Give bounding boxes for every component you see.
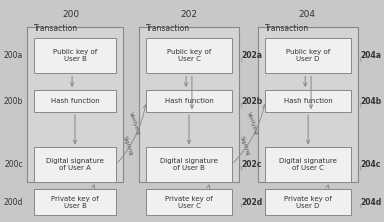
Text: Public key of
User C: Public key of User C (167, 49, 211, 62)
Text: Signing: Signing (122, 136, 133, 157)
Bar (265, 147, 351, 182)
Text: 200: 200 (62, 10, 79, 18)
Text: 204: 204 (299, 10, 316, 18)
Bar (34, 147, 116, 182)
Text: Transaction: Transaction (146, 24, 190, 33)
Bar (34, 189, 116, 215)
Text: 202: 202 (180, 10, 197, 18)
Text: Transaction: Transaction (265, 24, 310, 33)
Text: Public key of
User D: Public key of User D (286, 49, 330, 62)
Text: 202d: 202d (241, 198, 262, 206)
Text: Digital signature
of User C: Digital signature of User C (279, 158, 337, 171)
Text: Verifying: Verifying (128, 112, 141, 136)
Text: Hash function: Hash function (51, 98, 99, 104)
Text: 200c: 200c (5, 160, 23, 169)
Text: Signing: Signing (239, 136, 251, 157)
Text: Hash function: Hash function (284, 98, 333, 104)
Text: 200d: 200d (4, 198, 23, 206)
Text: Digital signature
of User A: Digital signature of User A (46, 158, 104, 171)
Text: Digital signature
of User B: Digital signature of User B (160, 158, 218, 171)
Bar (146, 90, 232, 112)
Bar (34, 90, 116, 112)
Text: 200b: 200b (4, 97, 23, 106)
Text: 200a: 200a (4, 51, 23, 60)
Bar (146, 189, 232, 215)
Text: Hash function: Hash function (165, 98, 214, 104)
Bar (258, 27, 358, 182)
Bar (146, 38, 232, 73)
Bar (27, 27, 123, 182)
Text: 202b: 202b (241, 97, 262, 106)
Text: Private key of
User B: Private key of User B (51, 196, 99, 208)
Text: Public key of
User B: Public key of User B (53, 49, 97, 62)
Text: Verifying: Verifying (246, 112, 259, 136)
Text: 202c: 202c (241, 160, 261, 169)
Text: 204d: 204d (360, 198, 381, 206)
Text: 204b: 204b (360, 97, 381, 106)
Text: Private key of
User D: Private key of User D (284, 196, 332, 208)
Text: 202a: 202a (241, 51, 262, 60)
Text: 204a: 204a (360, 51, 381, 60)
Bar (265, 189, 351, 215)
Bar (265, 38, 351, 73)
Bar (146, 147, 232, 182)
Bar (139, 27, 239, 182)
Bar (265, 90, 351, 112)
Text: Private key of
User C: Private key of User C (165, 196, 213, 208)
Bar (34, 38, 116, 73)
Text: Transaction: Transaction (34, 24, 78, 33)
Text: 204c: 204c (360, 160, 381, 169)
